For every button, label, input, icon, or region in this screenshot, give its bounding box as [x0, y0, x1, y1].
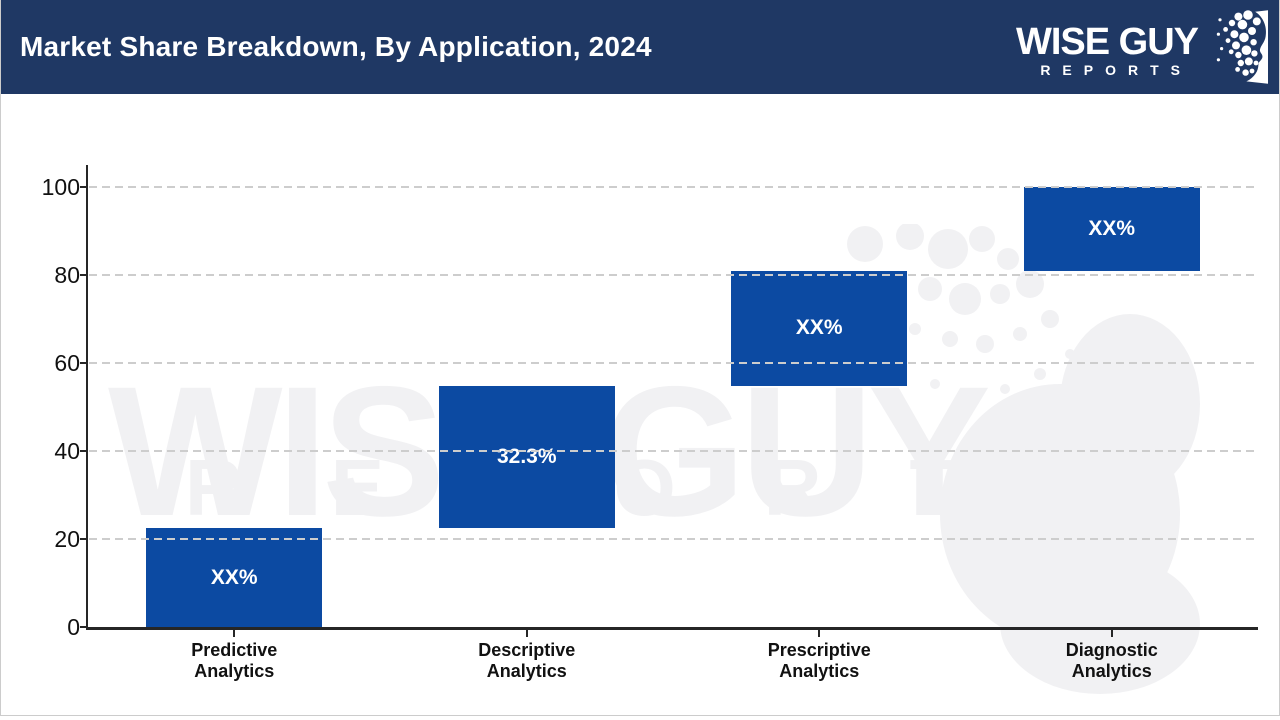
x-axis-tick — [233, 630, 236, 637]
gridline — [89, 186, 1258, 188]
bar-value-label: XX% — [795, 316, 843, 340]
x-category-label-line: Analytics — [779, 661, 860, 681]
x-axis-tick — [1110, 630, 1113, 637]
chart-area: WISE GUY REPORTS XX% 32.3% XX% XX% 0 20 40 60 80… — [0, 94, 1280, 720]
gridline — [89, 450, 1258, 452]
y-axis-tick — [80, 450, 88, 452]
logo-wordmark: WISE GUY — [1015, 21, 1199, 63]
x-category-label-line: Diagnostic — [1065, 640, 1158, 660]
y-axis-line — [86, 165, 88, 630]
y-axis-tick — [80, 186, 88, 188]
y-axis-tick — [80, 362, 88, 364]
bar: XX% — [146, 528, 323, 627]
x-category-label: Diagnostic Analytics — [992, 640, 1232, 682]
wiseguy-logo: WISE GUY REPORTS — [1016, 0, 1270, 94]
gridline — [89, 274, 1258, 276]
y-axis-tick-label: 0 — [67, 614, 80, 640]
bar: 32.3% — [438, 385, 615, 528]
y-axis-tick — [80, 274, 88, 276]
x-axis-line — [86, 627, 1258, 630]
bar: XX% — [731, 270, 908, 386]
y-axis-tick — [80, 626, 88, 628]
logo-subtitle: REPORTS — [1040, 62, 1192, 78]
header-banner: Market Share Breakdown, By Application, … — [0, 0, 1280, 94]
x-category-label: Prescriptive Analytics — [699, 640, 939, 682]
bar-value-label: 32.3% — [496, 444, 557, 468]
x-category-label-line: Analytics — [194, 661, 275, 681]
y-axis-tick-label: 60 — [54, 350, 80, 376]
x-axis-tick — [525, 630, 528, 637]
chart-title: Market Share Breakdown, By Application, … — [20, 31, 652, 62]
x-category-label-line: Predictive — [191, 640, 278, 660]
bar: XX% — [1023, 187, 1200, 271]
logo-head-icon — [1216, 10, 1268, 84]
gridline — [89, 362, 1258, 364]
x-axis-tick — [818, 630, 821, 637]
watermark-head-icon — [847, 224, 1200, 694]
gridline — [89, 538, 1258, 540]
x-category-label-line: Analytics — [1071, 661, 1152, 681]
bar-value-label: XX% — [1088, 216, 1136, 240]
y-axis-tick-label: 80 — [54, 262, 80, 288]
x-category-label-line: Prescriptive — [767, 640, 871, 660]
y-axis-tick-label: 20 — [54, 526, 80, 552]
x-category-label-line: Descriptive — [478, 640, 576, 660]
bar-value-label: XX% — [210, 565, 258, 589]
y-axis-tick — [80, 538, 88, 540]
x-category-label: Descriptive Analytics — [407, 640, 647, 682]
y-axis-tick-label: 100 — [41, 174, 80, 200]
y-axis-tick-label: 40 — [54, 438, 80, 464]
x-category-label-line: Analytics — [486, 661, 567, 681]
x-category-label: Predictive Analytics — [114, 640, 354, 682]
